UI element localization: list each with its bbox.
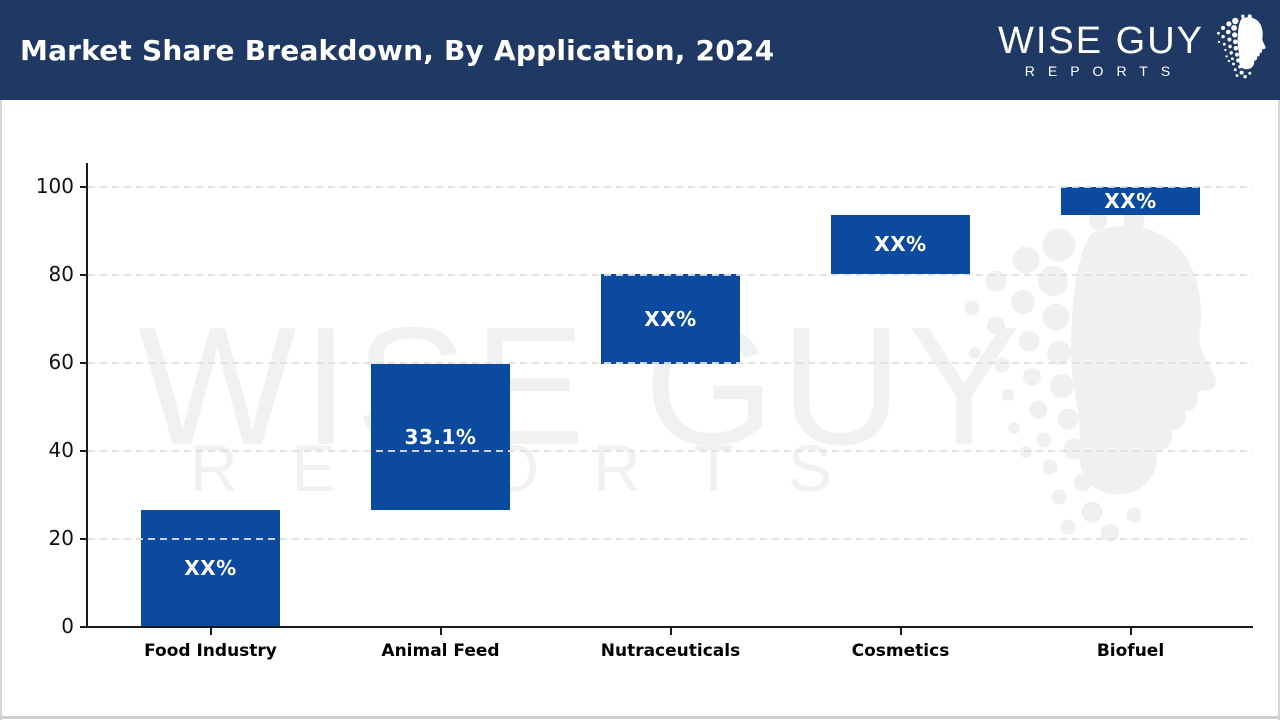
x-axis-tick-4 bbox=[1129, 628, 1132, 635]
header: Market Share Breakdown, By Application, … bbox=[0, 0, 1280, 100]
bar-value-label: XX% bbox=[644, 306, 697, 331]
y-axis-line bbox=[86, 163, 88, 628]
y-axis-tick-80 bbox=[80, 274, 88, 276]
y-tick-label-60: 60 bbox=[48, 350, 74, 374]
bar-biofuel: XX% bbox=[1061, 187, 1200, 216]
gridline-60 bbox=[88, 362, 1253, 364]
y-tick-label-20: 20 bbox=[48, 526, 74, 550]
y-tick-label-0: 0 bbox=[61, 614, 74, 638]
bar-value-label: XX% bbox=[1104, 189, 1157, 214]
x-category-label: Biofuel bbox=[1096, 641, 1165, 661]
gridline-100 bbox=[88, 186, 1253, 188]
x-category-label: Animal Feed bbox=[381, 641, 500, 661]
gridline-40 bbox=[88, 450, 1253, 452]
bar-nutraceuticals: XX% bbox=[601, 273, 740, 365]
x-category-label: Food Industry bbox=[144, 641, 277, 661]
bar-cosmetics: XX% bbox=[831, 215, 970, 274]
page-border-left bbox=[0, 100, 2, 720]
logo-subtext: REPORTS bbox=[1024, 63, 1184, 79]
y-tick-label-100: 100 bbox=[35, 174, 74, 198]
bar-value-label: XX% bbox=[874, 232, 927, 257]
y-axis-tick-40 bbox=[80, 450, 88, 452]
bar-value-label: 33.1% bbox=[404, 425, 477, 450]
y-axis-tick-100 bbox=[80, 186, 88, 188]
logo-text: WISE GUY REPORTS bbox=[998, 22, 1204, 78]
x-category-label: Cosmetics bbox=[851, 641, 950, 661]
logo-wordmark: WISE GUY bbox=[997, 20, 1204, 62]
page-border-bottom bbox=[0, 716, 1280, 719]
y-axis-tick-20 bbox=[80, 538, 88, 540]
page-title: Market Share Breakdown, By Application, … bbox=[20, 33, 775, 67]
x-axis-line bbox=[86, 626, 1253, 628]
page-border-right bbox=[1278, 100, 1280, 720]
y-axis-tick-0 bbox=[80, 626, 88, 628]
gridline-20 bbox=[88, 538, 1253, 540]
bar-food-industry: XX% bbox=[141, 509, 280, 627]
x-axis-tick-0 bbox=[209, 628, 212, 635]
x-axis-tick-2 bbox=[669, 628, 672, 635]
wiseguy-logo: WISE GUY REPORTS bbox=[998, 9, 1266, 91]
bar-value-label: XX% bbox=[184, 556, 237, 581]
gridline-80 bbox=[88, 274, 1253, 276]
x-category-label: Nutraceuticals bbox=[600, 641, 741, 661]
x-axis-tick-3 bbox=[899, 628, 902, 635]
bar-animal-feed: 33.1% bbox=[371, 364, 510, 510]
y-tick-label-40: 40 bbox=[48, 438, 74, 462]
x-axis-tick-1 bbox=[439, 628, 442, 635]
logo-face-icon bbox=[1208, 9, 1266, 91]
y-axis-tick-60 bbox=[80, 362, 88, 364]
y-tick-label-80: 80 bbox=[48, 262, 74, 286]
